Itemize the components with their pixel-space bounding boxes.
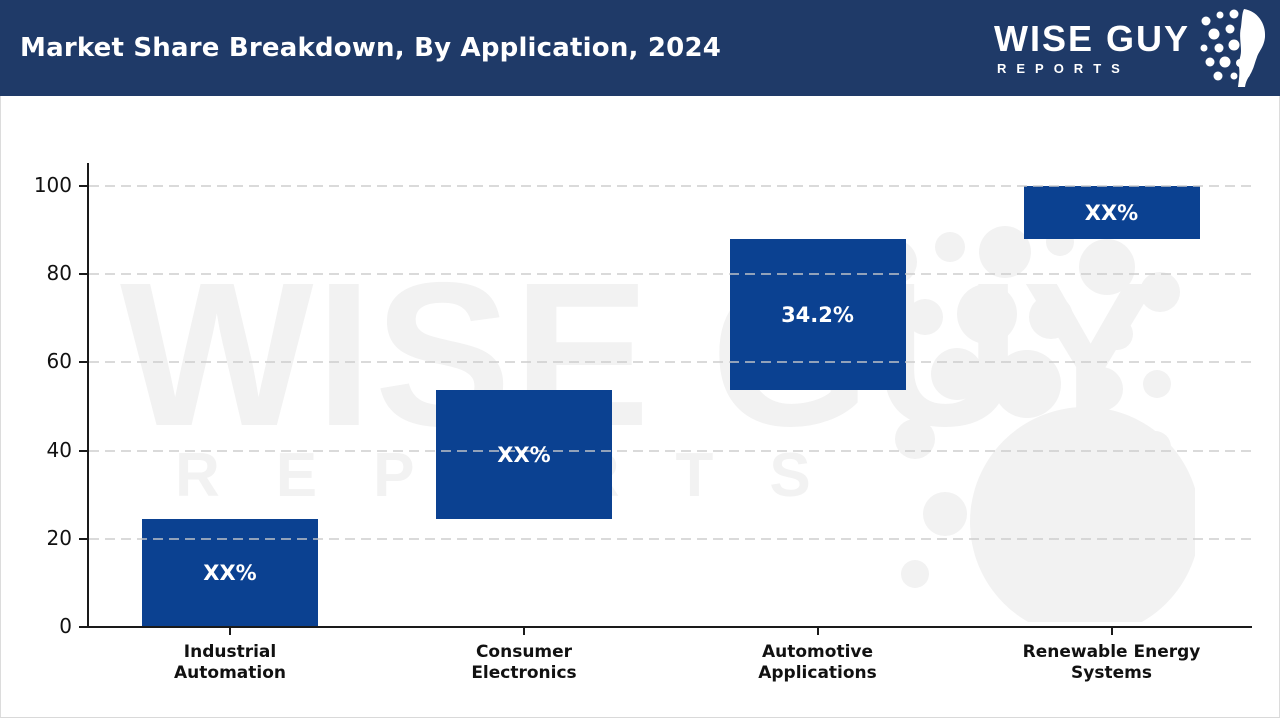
y-tick-label: 100	[33, 173, 72, 197]
gridline	[89, 185, 1252, 187]
y-tick-label: 80	[46, 261, 72, 286]
wiseguy-logo: WISE GUY REPORTS	[994, 7, 1266, 89]
bar-segment	[142, 518, 318, 627]
x-axis-line	[87, 626, 1252, 628]
y-tick-mark	[79, 626, 87, 628]
y-tick-mark	[79, 537, 87, 540]
header: Market Share Breakdown, By Application, …	[0, 0, 1280, 96]
dotted-head-icon	[1200, 9, 1266, 87]
gridline	[89, 537, 1252, 540]
bar-value-label: 34.2%	[781, 302, 854, 327]
category-label: Consumer Electronics	[471, 642, 577, 684]
bar-value-label: XX%	[1084, 200, 1139, 225]
gridline	[89, 449, 1252, 452]
category-label: Automotive Applications	[758, 642, 877, 684]
logo-wordmark: WISE GUY	[993, 17, 1190, 59]
bar-segment	[729, 239, 906, 391]
x-tick-mark	[816, 627, 819, 635]
bar-value-label: XX%	[203, 560, 257, 585]
y-tick-label: 20	[46, 525, 72, 550]
y-axis-line	[87, 163, 89, 628]
y-tick-mark	[79, 273, 87, 276]
y-tick-label: 0	[59, 614, 72, 638]
logo-subtext: REPORTS	[996, 60, 1130, 76]
y-tick-label: 40	[46, 437, 72, 462]
category-label: Renewable Energy Systems	[1022, 642, 1201, 684]
gridline	[89, 361, 1252, 364]
x-tick-mark	[1110, 627, 1113, 635]
bar-value-label: XX%	[497, 442, 551, 467]
bar-segment	[436, 390, 612, 519]
y-tick-mark	[79, 361, 87, 364]
y-tick-mark	[79, 449, 87, 452]
gridline	[89, 273, 1252, 276]
x-tick-mark	[229, 627, 231, 635]
watermark-head-graphic	[873, 226, 1195, 622]
bar-segment	[1023, 186, 1200, 240]
y-tick-label: 60	[46, 349, 72, 374]
category-label: Industrial Automation	[174, 642, 286, 684]
page-title: Market Share Breakdown, By Application, …	[20, 33, 722, 63]
x-tick-mark	[523, 627, 525, 635]
y-tick-mark	[79, 185, 87, 187]
